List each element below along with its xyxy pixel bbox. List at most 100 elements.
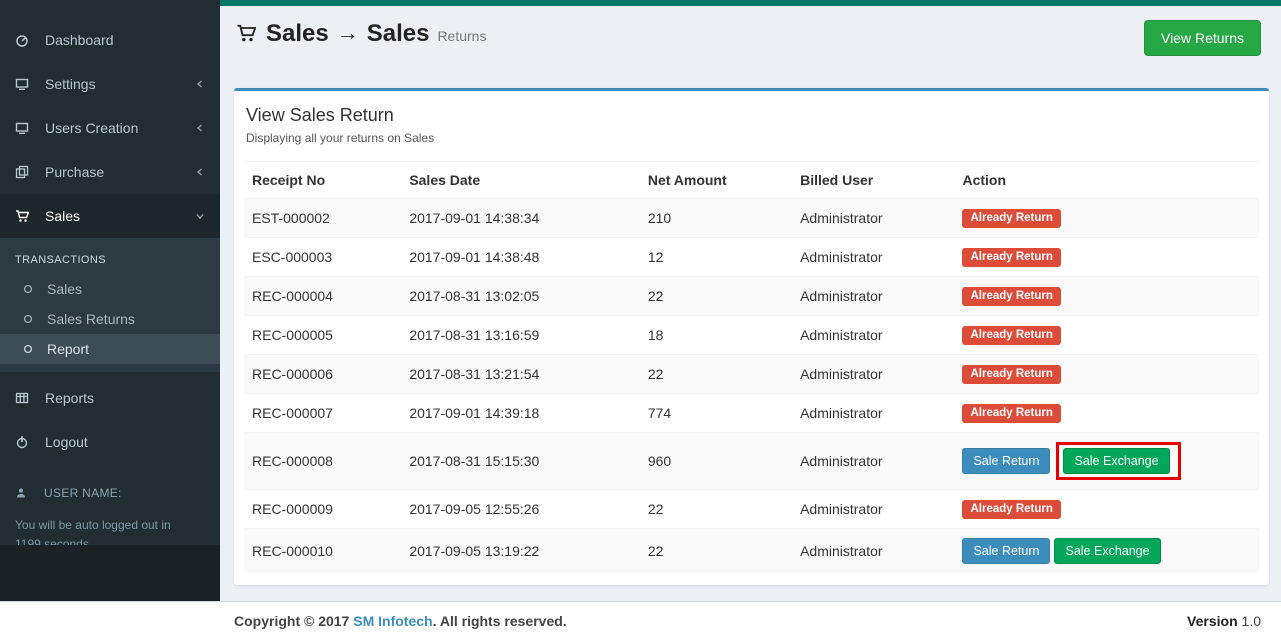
table-row: REC-000009 2017-09-05 12:55:26 22 Administr… [244,489,1259,529]
sales-return-card: View Sales Return Displaying all your re… [234,88,1269,585]
table-row: REC-000005 2017-08-31 13:16:59 18 Administr… [244,315,1259,355]
sale-exchange-button[interactable]: Sale Exchange [1054,538,1161,564]
already-return-badge: Already Return [962,404,1061,423]
company-link[interactable]: SM Infotech [353,612,433,629]
arrow-right-icon: → [336,20,359,45]
sales-date-cell: 2017-08-31 13:02:05 [401,276,640,316]
card-header: View Sales Return Displaying all your re… [234,91,1269,155]
column-header-action: Action [954,161,1259,199]
net-amount-cell: 774 [639,393,793,433]
table-row: REC-000004 2017-08-31 13:02:05 22 Administr… [244,276,1259,316]
net-amount-cell: 210 [639,198,793,238]
billed-user-cell: Administrator [792,354,955,394]
receipt-no-cell: EST-000002 [244,198,402,238]
submenu-section-label: TRANSACTIONS [15,254,106,266]
already-return-badge: Already Return [962,365,1061,384]
sales-date-cell: 2017-08-31 13:21:54 [401,354,640,394]
billed-user-cell: Administrator [792,276,955,316]
circle-o-icon [22,283,40,295]
monitor-icon [15,77,37,91]
sale-return-button[interactable]: Sale Return [962,538,1051,564]
billed-user-cell: Administrator [792,432,955,490]
sidebar-item-label: Dashboard [45,32,114,48]
net-amount-cell: 960 [639,432,793,490]
table-row: EST-000002 2017-09-01 14:38:34 210 Administ… [244,198,1259,238]
table-row: ESC-000003 2017-09-01 14:38:48 12 Administr… [244,237,1259,277]
table-icon [15,391,37,405]
table-row: REC-000006 2017-08-31 13:21:54 22 Administr… [244,354,1259,394]
sales-date-cell: 2017-08-31 15:15:30 [401,432,640,490]
column-header-billed-user: Billed User [792,161,955,199]
user-icon [15,487,29,499]
column-header-net-amount: Net Amount [639,161,793,199]
action-cell: Sale Return Sale Exchange [954,528,1259,573]
chevron-left-icon [195,123,205,133]
action-cell: Already Return [954,354,1259,394]
circle-o-icon [22,313,40,325]
net-amount-cell: 22 [639,489,793,529]
action-cell: Already Return [954,315,1259,355]
submenu-item-report[interactable]: Report [0,334,220,364]
sale-return-button[interactable]: Sale Return [962,448,1051,474]
card-subtitle: Displaying all your returns on Sales [246,131,435,145]
sidebar-item-label: Settings [45,76,96,92]
sidebar-item-logout[interactable]: Logout [0,420,220,464]
submenu-item-sales[interactable]: Sales [0,274,220,304]
footer: Copyright © 2017 SM Infotech. All rights… [0,601,1281,639]
sidebar-item-purchase[interactable]: Purchase [0,150,220,194]
sidebar-item-users-creation[interactable]: Users Creation [0,106,220,150]
submenu-item-label: Sales Returns [47,311,135,327]
billed-user-cell: Administrator [792,393,955,433]
view-returns-button[interactable]: View Returns [1143,20,1261,56]
breadcrumb-sub: Returns [437,28,487,44]
table-row: REC-000007 2017-09-01 14:39:18 774 Administ… [244,393,1259,433]
submenu-item-sales-returns[interactable]: Sales Returns [0,304,220,334]
monitor-icon [15,121,37,135]
sidebar-item-label: Purchase [45,164,105,180]
sidebar-item-label: Logout [45,434,88,450]
main-content: Sales → Sales Returns View Returns View … [220,0,1281,601]
chevron-left-icon [195,167,205,177]
already-return-badge: Already Return [962,287,1061,306]
action-cell: Already Return [954,489,1259,529]
chevron-down-icon [195,211,205,221]
sidebar: Dashboard Settings Users Creation Purcha… [0,0,220,601]
action-cell: Already Return [954,237,1259,277]
net-amount-cell: 18 [639,315,793,355]
receipt-no-cell: ESC-000003 [244,237,402,277]
copyright-text: Copyright © 2017 SM Infotech. All rights… [234,612,567,629]
billed-user-cell: Administrator [792,489,955,529]
sale-exchange-button[interactable]: Sale Exchange [1063,448,1170,474]
already-return-badge: Already Return [962,209,1061,228]
sidebar-item-reports[interactable]: Reports [0,376,220,420]
sidebar-item-label: Users Creation [45,120,139,136]
cart-icon [236,23,257,48]
user-name-label: USER NAME: [44,486,122,500]
content-header: Sales → Sales Returns View Returns [220,6,1281,56]
submenu-item-label: Report [47,341,90,357]
net-amount-cell: 22 [639,276,793,316]
sidebar-item-dashboard[interactable]: Dashboard [0,18,220,62]
highlight-box: Sale Exchange [1056,442,1181,480]
top-accent-bar [220,0,1281,6]
billed-user-cell: Administrator [792,315,955,355]
sales-date-cell: 2017-08-31 13:16:59 [401,315,640,355]
sales-date-cell: 2017-09-01 14:38:48 [401,237,640,277]
receipt-no-cell: REC-000004 [244,276,402,316]
table-row: REC-000010 2017-09-05 13:19:22 22 Administr… [244,528,1259,573]
billed-user-cell: Administrator [792,528,955,573]
column-header-sales-date: Sales Date [401,161,640,199]
sidebar-item-label: Sales [45,208,81,224]
sales-returns-table: Receipt No Sales Date Net Amount Billed … [244,161,1259,573]
sales-submenu: TRANSACTIONS Sales Sales Returns Report [0,238,220,372]
net-amount-cell: 22 [639,528,793,573]
sidebar-item-sales[interactable]: Sales [0,194,220,238]
sales-date-cell: 2017-09-01 14:39:18 [401,393,640,433]
receipt-no-cell: REC-000007 [244,393,402,433]
receipt-no-cell: REC-000009 [244,489,402,529]
net-amount-cell: 12 [639,237,793,277]
action-cell: Already Return [954,276,1259,316]
dashboard-icon [15,33,37,47]
sidebar-item-settings[interactable]: Settings [0,62,220,106]
cart-icon [15,209,37,223]
